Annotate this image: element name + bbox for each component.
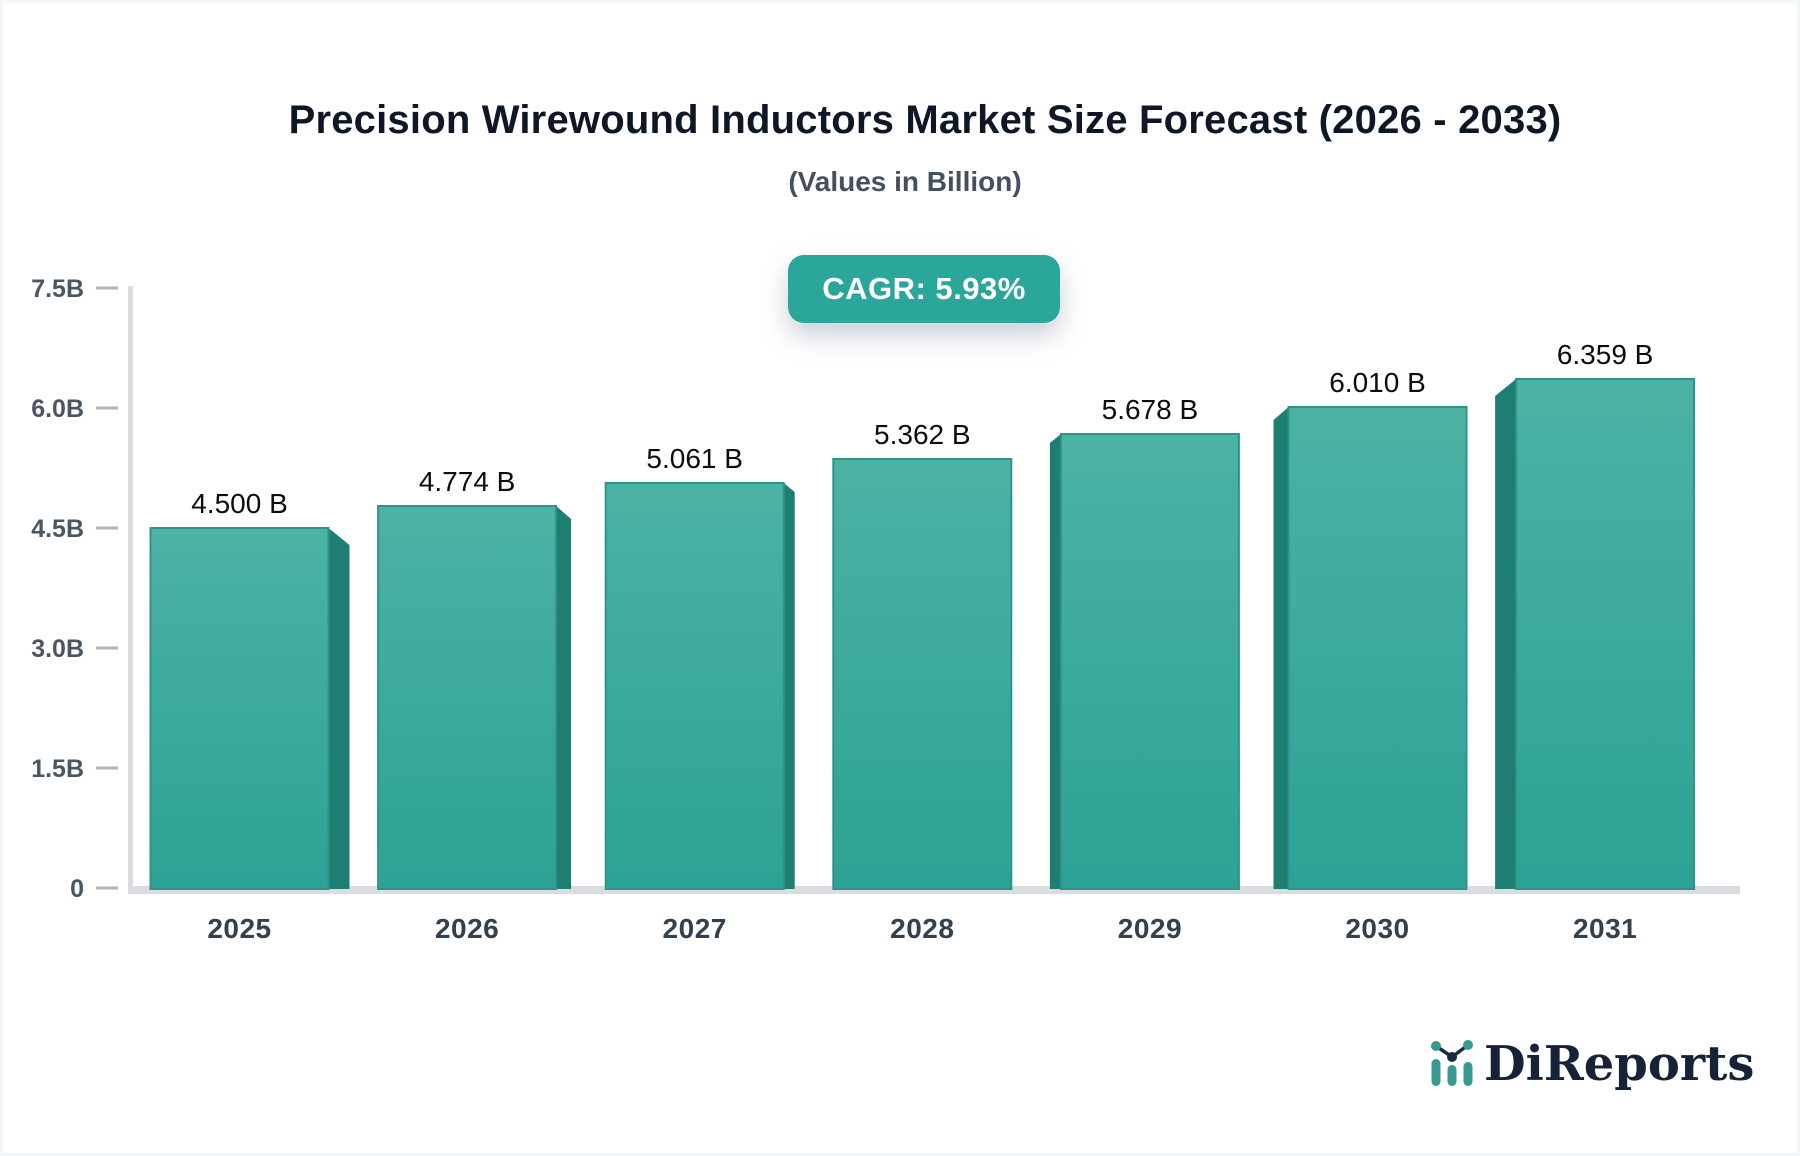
bar-front-face <box>149 527 330 890</box>
bar-value-label: 5.061 B <box>646 443 743 474</box>
direports-logo-text: DiReports <box>1484 1036 1755 1092</box>
bar-side-face <box>1049 434 1061 889</box>
bar-front-face <box>604 482 785 890</box>
y-tick-label: 7.5B <box>31 275 84 303</box>
x-tick-label: 2031 <box>1573 913 1637 944</box>
x-tick-label: 2027 <box>663 913 727 944</box>
bar-side-face <box>556 506 572 889</box>
bar-value-label: 5.362 B <box>874 419 971 450</box>
bar-value-label: 4.500 B <box>191 488 288 519</box>
y-tick-label: 0 <box>70 875 84 903</box>
y-tick-label: 4.5B <box>31 515 84 543</box>
bar-front-face <box>832 458 1013 890</box>
bar-front-face <box>377 505 558 890</box>
y-axis-line <box>128 286 133 893</box>
bar-value-label: 5.678 B <box>1102 394 1199 425</box>
x-tick-label: 2029 <box>1118 913 1182 944</box>
bar-front-face <box>1515 378 1696 890</box>
bar-value-label: 6.359 B <box>1557 339 1654 370</box>
direports-logo-icon <box>1431 1040 1473 1086</box>
bar-front-face <box>1059 433 1240 890</box>
x-tick-label: 2026 <box>435 913 499 944</box>
bar-2030 <box>1273 406 1468 890</box>
bar-value-label: 6.010 B <box>1329 367 1426 398</box>
bar-2027 <box>604 482 795 890</box>
chart-subtitle: (Values in Billion) <box>788 166 1022 197</box>
y-tick-label: 3.0B <box>31 635 84 663</box>
cagr-badge: CAGR: 5.93% <box>788 255 1060 323</box>
bar-value-label: 4.774 B <box>419 466 516 497</box>
y-tick-label: 1.5B <box>31 755 84 783</box>
bar-2029 <box>1049 433 1240 890</box>
bar-2031 <box>1495 378 1696 890</box>
chart-title: Precision Wirewound Inductors Market Siz… <box>288 98 1562 142</box>
bar-2025 <box>149 527 350 890</box>
bar-side-face <box>783 483 795 889</box>
x-tick-label: 2030 <box>1345 913 1409 944</box>
bar-2028 <box>832 458 1013 890</box>
cagr-badge-label: CAGR: 5.93% <box>822 271 1026 306</box>
bar-side-face <box>1273 407 1289 889</box>
y-tick-label: 6.0B <box>31 395 84 423</box>
bar-front-face <box>1287 406 1468 890</box>
x-tick-label: 2028 <box>890 913 954 944</box>
direports-logo: DiReports <box>1428 1036 1754 1092</box>
bar-side-face <box>328 528 350 889</box>
bar-2026 <box>377 505 572 890</box>
bar-side-face <box>1495 379 1517 889</box>
x-tick-label: 2025 <box>207 913 271 944</box>
